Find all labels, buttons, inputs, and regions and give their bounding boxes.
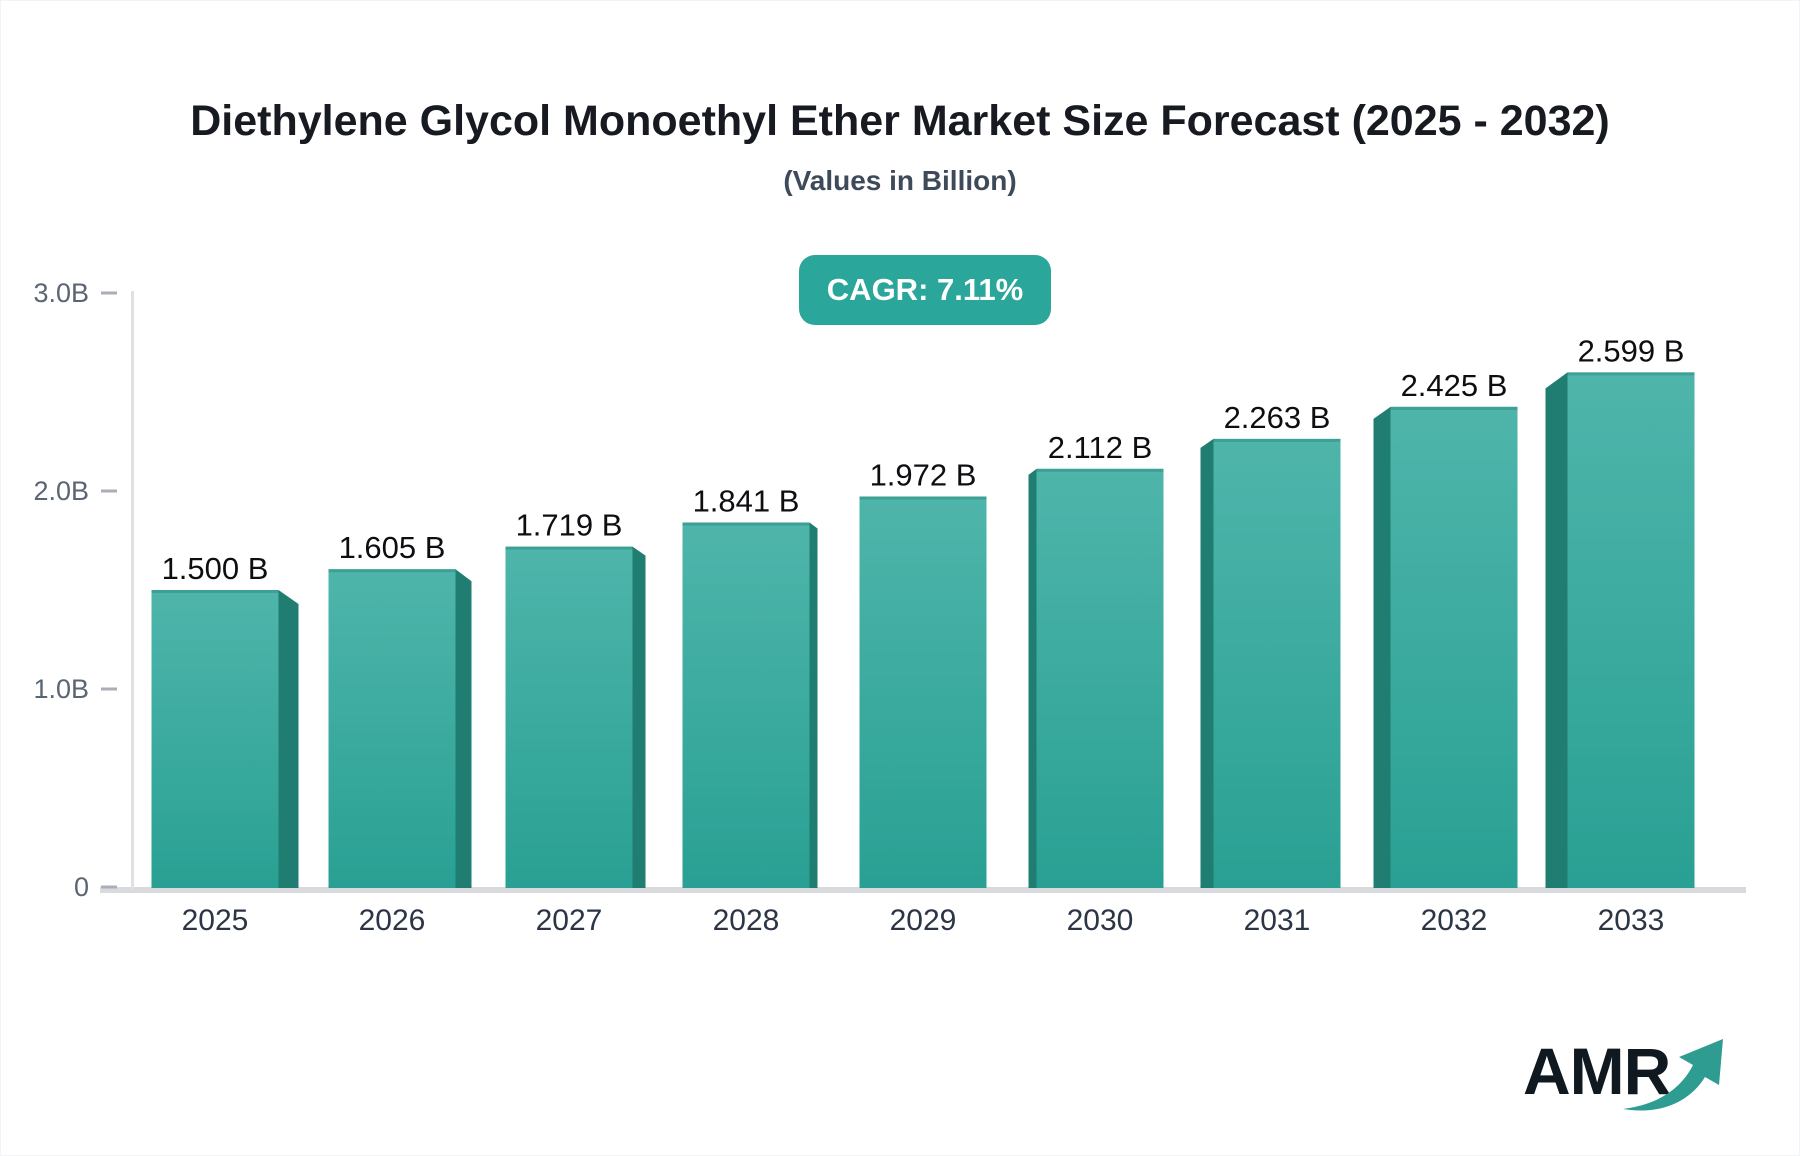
bar-value-label: 1.500 B bbox=[162, 551, 269, 586]
bar-front-face bbox=[328, 569, 456, 888]
bar-value-label: 1.719 B bbox=[516, 508, 623, 543]
bar-front-face bbox=[859, 496, 987, 888]
cagr-badge: CAGR: 7.11% bbox=[799, 255, 1051, 325]
chart-title: Diethylene Glycol Monoethyl Ether Market… bbox=[190, 97, 1610, 145]
x-axis-label: 2027 bbox=[536, 904, 603, 937]
bar-group-2025: 1.500 B 2025 bbox=[151, 551, 299, 937]
bar-front-face bbox=[505, 546, 633, 888]
bar-value-label: 1.605 B bbox=[339, 530, 446, 565]
bar-value-label: 1.841 B bbox=[693, 483, 800, 518]
y-axis-tick-label: 0 bbox=[74, 872, 89, 902]
x-axis-label: 2030 bbox=[1067, 904, 1134, 937]
bar-front-face bbox=[1390, 406, 1518, 888]
bar-side-face bbox=[278, 590, 299, 888]
bar-front-face bbox=[151, 590, 279, 888]
x-axis-label: 2026 bbox=[359, 904, 426, 937]
bar-group-2029: 1.972 B 2029 bbox=[859, 458, 987, 937]
bar-front-face bbox=[1213, 438, 1341, 888]
y-axis-tick-label: 1.0B bbox=[33, 674, 89, 704]
x-axis-label: 2033 bbox=[1598, 904, 1665, 937]
bar-side-face bbox=[1545, 372, 1568, 888]
bar-front-face bbox=[1567, 372, 1695, 888]
bar-side-face bbox=[1028, 468, 1037, 888]
x-axis-label: 2025 bbox=[182, 904, 249, 937]
bar-front-face bbox=[1036, 468, 1164, 888]
bar-front-face bbox=[682, 522, 810, 888]
bar-side-face bbox=[632, 546, 646, 888]
bar-value-label: 2.425 B bbox=[1401, 368, 1508, 403]
amr-logo-text: AMR bbox=[1523, 1034, 1671, 1108]
bar-side-face bbox=[455, 569, 472, 888]
bar-group-2031: 2.263 B 2031 bbox=[1200, 400, 1341, 937]
x-axis-label: 2031 bbox=[1244, 904, 1311, 937]
chart-subtitle: (Values in Billion) bbox=[783, 165, 1017, 196]
bar-value-label: 2.112 B bbox=[1048, 430, 1153, 465]
x-axis-label: 2028 bbox=[713, 904, 780, 937]
bar-group-2032: 2.425 B 2032 bbox=[1373, 368, 1518, 937]
bar-side-face bbox=[1373, 406, 1391, 888]
bar-side-face bbox=[1200, 438, 1214, 888]
bar-group-2033: 2.599 B 2033 bbox=[1545, 333, 1695, 937]
amr-logo: AMR bbox=[1523, 1033, 1733, 1133]
bar-value-label: 2.599 B bbox=[1578, 333, 1685, 368]
bar-group-2027: 1.719 B 2027 bbox=[505, 508, 646, 937]
bar-group-2028: 1.841 B 2028 bbox=[682, 483, 818, 937]
x-axis-label: 2032 bbox=[1421, 904, 1488, 937]
bar-value-label: 2.263 B bbox=[1224, 400, 1331, 435]
bar-value-label: 1.972 B bbox=[870, 458, 977, 493]
x-axis-label: 2029 bbox=[890, 904, 957, 937]
bar-side-face bbox=[809, 522, 818, 888]
growth-arrow-icon bbox=[1623, 1039, 1723, 1111]
bar-group-2026: 1.605 B 2026 bbox=[328, 530, 472, 937]
y-axis-tick-label: 2.0B bbox=[33, 476, 89, 506]
x-axis-line bbox=[100, 887, 1746, 893]
bar-group-2030: 2.112 B 2030 bbox=[1028, 430, 1164, 937]
y-axis-tick-label: 3.0B bbox=[33, 278, 89, 308]
